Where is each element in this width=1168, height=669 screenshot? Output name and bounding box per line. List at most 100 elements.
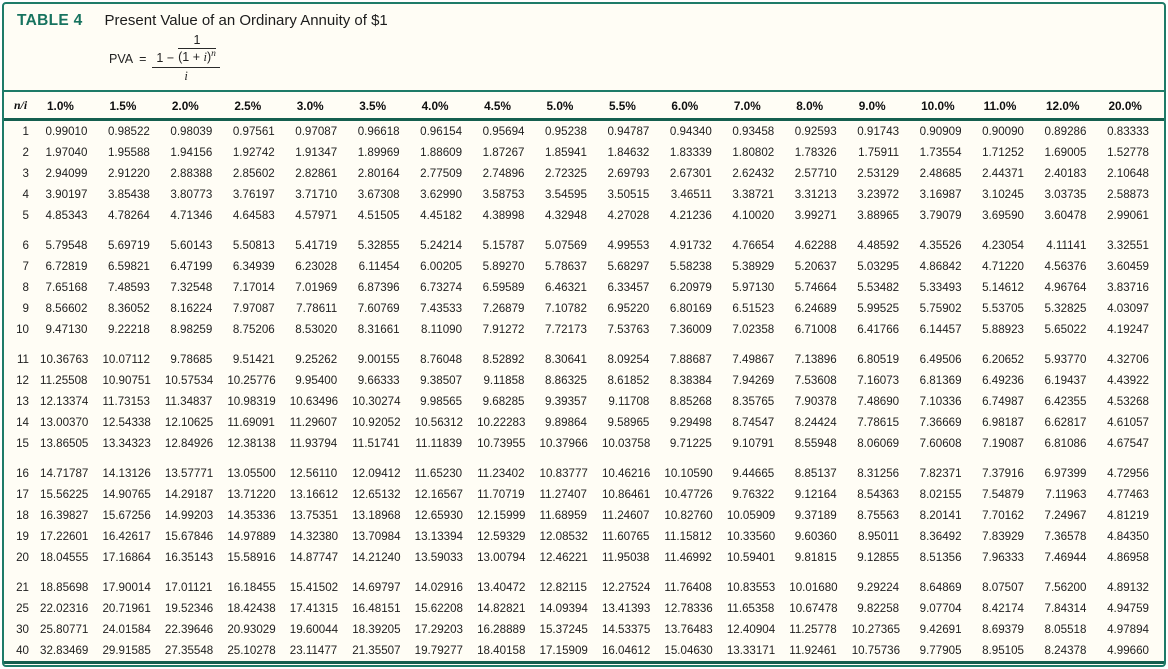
- pv-factor-cell: 3.90197: [45, 188, 88, 202]
- period-label: 40: [16, 644, 29, 658]
- col-header-rate: 20.0%: [1101, 92, 1164, 122]
- pv-factor-cell: 1.88609: [420, 146, 463, 160]
- pv-factor-cell: 14.21240: [352, 551, 401, 565]
- pv-factor-cell: 10.36763: [40, 353, 89, 367]
- pv-factor-cell: 9.11858: [483, 374, 525, 388]
- pv-factor-cell: 11.15812: [664, 530, 712, 544]
- pv-factor-cell: 6.81369: [919, 374, 962, 388]
- period-label: 13: [16, 395, 29, 409]
- pv-factor-cell: 3.79079: [919, 209, 962, 223]
- pv-factor-cell: 10.46216: [601, 467, 651, 481]
- pv-factor-cell: 4.86842: [919, 260, 962, 274]
- col-header-rate: 10.0%: [914, 92, 977, 122]
- period-label: 6: [22, 239, 29, 253]
- pv-factor-cell: 13.70984: [352, 530, 401, 544]
- pv-factor-cell: 6.11454: [358, 260, 400, 274]
- pv-factor-cell: 6.19437: [1044, 374, 1087, 388]
- pv-factor-cell: 7.19087: [982, 437, 1024, 451]
- pv-factor-cell: 9.25262: [295, 353, 338, 367]
- pva-formula: PVA = 1 − 1 (1 + i)n i: [109, 33, 1150, 84]
- pv-factor-cell: 13.57771: [164, 467, 214, 481]
- pv-factor-cell: 6.20979: [669, 281, 712, 295]
- pv-factor-cell: 8.07507: [982, 581, 1024, 595]
- pv-factor-cell: 7.56200: [1044, 581, 1087, 595]
- pv-factor-cell: 11.70719: [477, 488, 525, 502]
- bottom-rule: [4, 661, 1164, 665]
- pv-factor-cell: 4.71346: [170, 209, 213, 223]
- pv-factor-cell: 7.16073: [857, 374, 900, 388]
- pv-factor-cell: 18.04555: [40, 551, 89, 565]
- pv-factor-cell: 5.69719: [107, 239, 150, 253]
- pv-factor-cell: 11.93794: [289, 437, 338, 451]
- col-header-rate: 5.5%: [601, 92, 665, 122]
- pv-factor-cell: 1.89969: [357, 146, 400, 160]
- pv-factor-cell: 10.59401: [726, 551, 776, 565]
- pv-factor-cell: 10.83777: [539, 467, 588, 481]
- pv-factor-cell: 11.51741: [352, 437, 400, 451]
- pv-factor-cell: 8.31661: [357, 323, 400, 337]
- pv-factor-cell: 14.32380: [289, 530, 339, 544]
- pv-factor-cell: 0.90909: [919, 125, 962, 139]
- table-label: TABLE 4: [17, 12, 83, 29]
- pv-factor-cell: 9.98565: [420, 395, 463, 409]
- pv-factor-cell: 0.89286: [1044, 125, 1087, 139]
- pv-factor-cell: 3.58753: [482, 188, 525, 202]
- pv-factor-cell: 4.64583: [232, 209, 275, 223]
- pv-factor-cell: 8.36492: [919, 530, 962, 544]
- pv-factor-cell: 14.29187: [164, 488, 214, 502]
- pv-factor-cell: 7.78615: [857, 416, 900, 430]
- pv-factor-cell: 13.76483: [664, 623, 713, 637]
- pv-factor-cell: 7.97087: [232, 302, 275, 316]
- title-row: TABLE 4 Present Value of an Ordinary Ann…: [17, 12, 1150, 30]
- pv-factor-cell: 10.47726: [664, 488, 713, 502]
- pv-factor-cell: 5.32855: [357, 239, 400, 253]
- pv-factor-cell: 5.15787: [482, 239, 525, 253]
- pv-factor-cell: 5.74664: [794, 281, 837, 295]
- pv-factor-cell: 2.82861: [295, 167, 338, 181]
- pv-factor-cell: 4.27028: [607, 209, 650, 223]
- pv-factor-cell: 13.71220: [227, 488, 276, 502]
- pv-factor-cell: 0.94340: [669, 125, 712, 139]
- pv-factor-cell: 17.90014: [102, 581, 151, 595]
- pv-factor-cell: 19.79277: [414, 644, 463, 658]
- pv-factor-cell: 14.53375: [601, 623, 651, 637]
- col-header-rate: 1.0%: [40, 92, 103, 122]
- pv-factor-cell: 6.87396: [357, 281, 400, 295]
- pv-factor-cell: 13.16612: [289, 488, 339, 502]
- pv-factor-cell: 7.82371: [919, 467, 962, 481]
- pv-factor-cell: 1.94156: [170, 146, 213, 160]
- header-divider-rule: [4, 90, 1164, 93]
- pv-factor-cell: 8.38384: [669, 374, 712, 388]
- pv-factor-cell: 2.58873: [1107, 188, 1149, 202]
- pv-factor-cell: 12.82115: [539, 581, 588, 595]
- table-row: 14 13.00370 12.54338 12.10625 11.69091 11.296…: [4, 412, 1164, 433]
- pv-factor-cell: 12.65132: [352, 488, 401, 502]
- pv-factor-cell: 19.52346: [164, 602, 214, 616]
- period-label: 17: [16, 488, 29, 502]
- pv-factor-cell: 8.06069: [857, 437, 900, 451]
- pv-factor-cell: 7.78611: [296, 302, 338, 316]
- pv-factor-cell: 18.85698: [40, 581, 89, 595]
- pv-factor-cell: 4.03097: [1107, 302, 1149, 316]
- pv-factor-cell: 12.59329: [477, 530, 526, 544]
- pv-factor-cell: 4.67547: [1107, 437, 1149, 451]
- pv-factor-cell: 17.22601: [40, 530, 89, 544]
- pv-factor-cell: 2.99061: [1107, 209, 1149, 223]
- pv-factor-cell: 12.16567: [414, 488, 463, 502]
- pv-factor-cell: 2.85602: [232, 167, 275, 181]
- pv-factor-cell: 0.96618: [357, 125, 400, 139]
- pv-factor-cell: 9.42691: [919, 623, 962, 637]
- col-header-rate: 9.0%: [851, 92, 915, 122]
- col-header-rate: 6.0%: [664, 92, 727, 122]
- pv-factor-cell: 7.36578: [1044, 530, 1087, 544]
- pv-factor-cell: 4.99553: [607, 239, 650, 253]
- pv-factor-cell: 6.47199: [170, 260, 213, 274]
- pv-factor-cell: 7.02358: [732, 323, 775, 337]
- formula-paren-open: (1 +: [178, 50, 204, 65]
- pv-factor-cell: 0.94787: [607, 125, 650, 139]
- pv-factor-cell: 27.35548: [164, 644, 214, 658]
- pv-factor-cell: 7.65168: [45, 281, 88, 295]
- period-label: 5: [22, 209, 29, 223]
- pv-factor-cell: 3.10245: [982, 188, 1024, 202]
